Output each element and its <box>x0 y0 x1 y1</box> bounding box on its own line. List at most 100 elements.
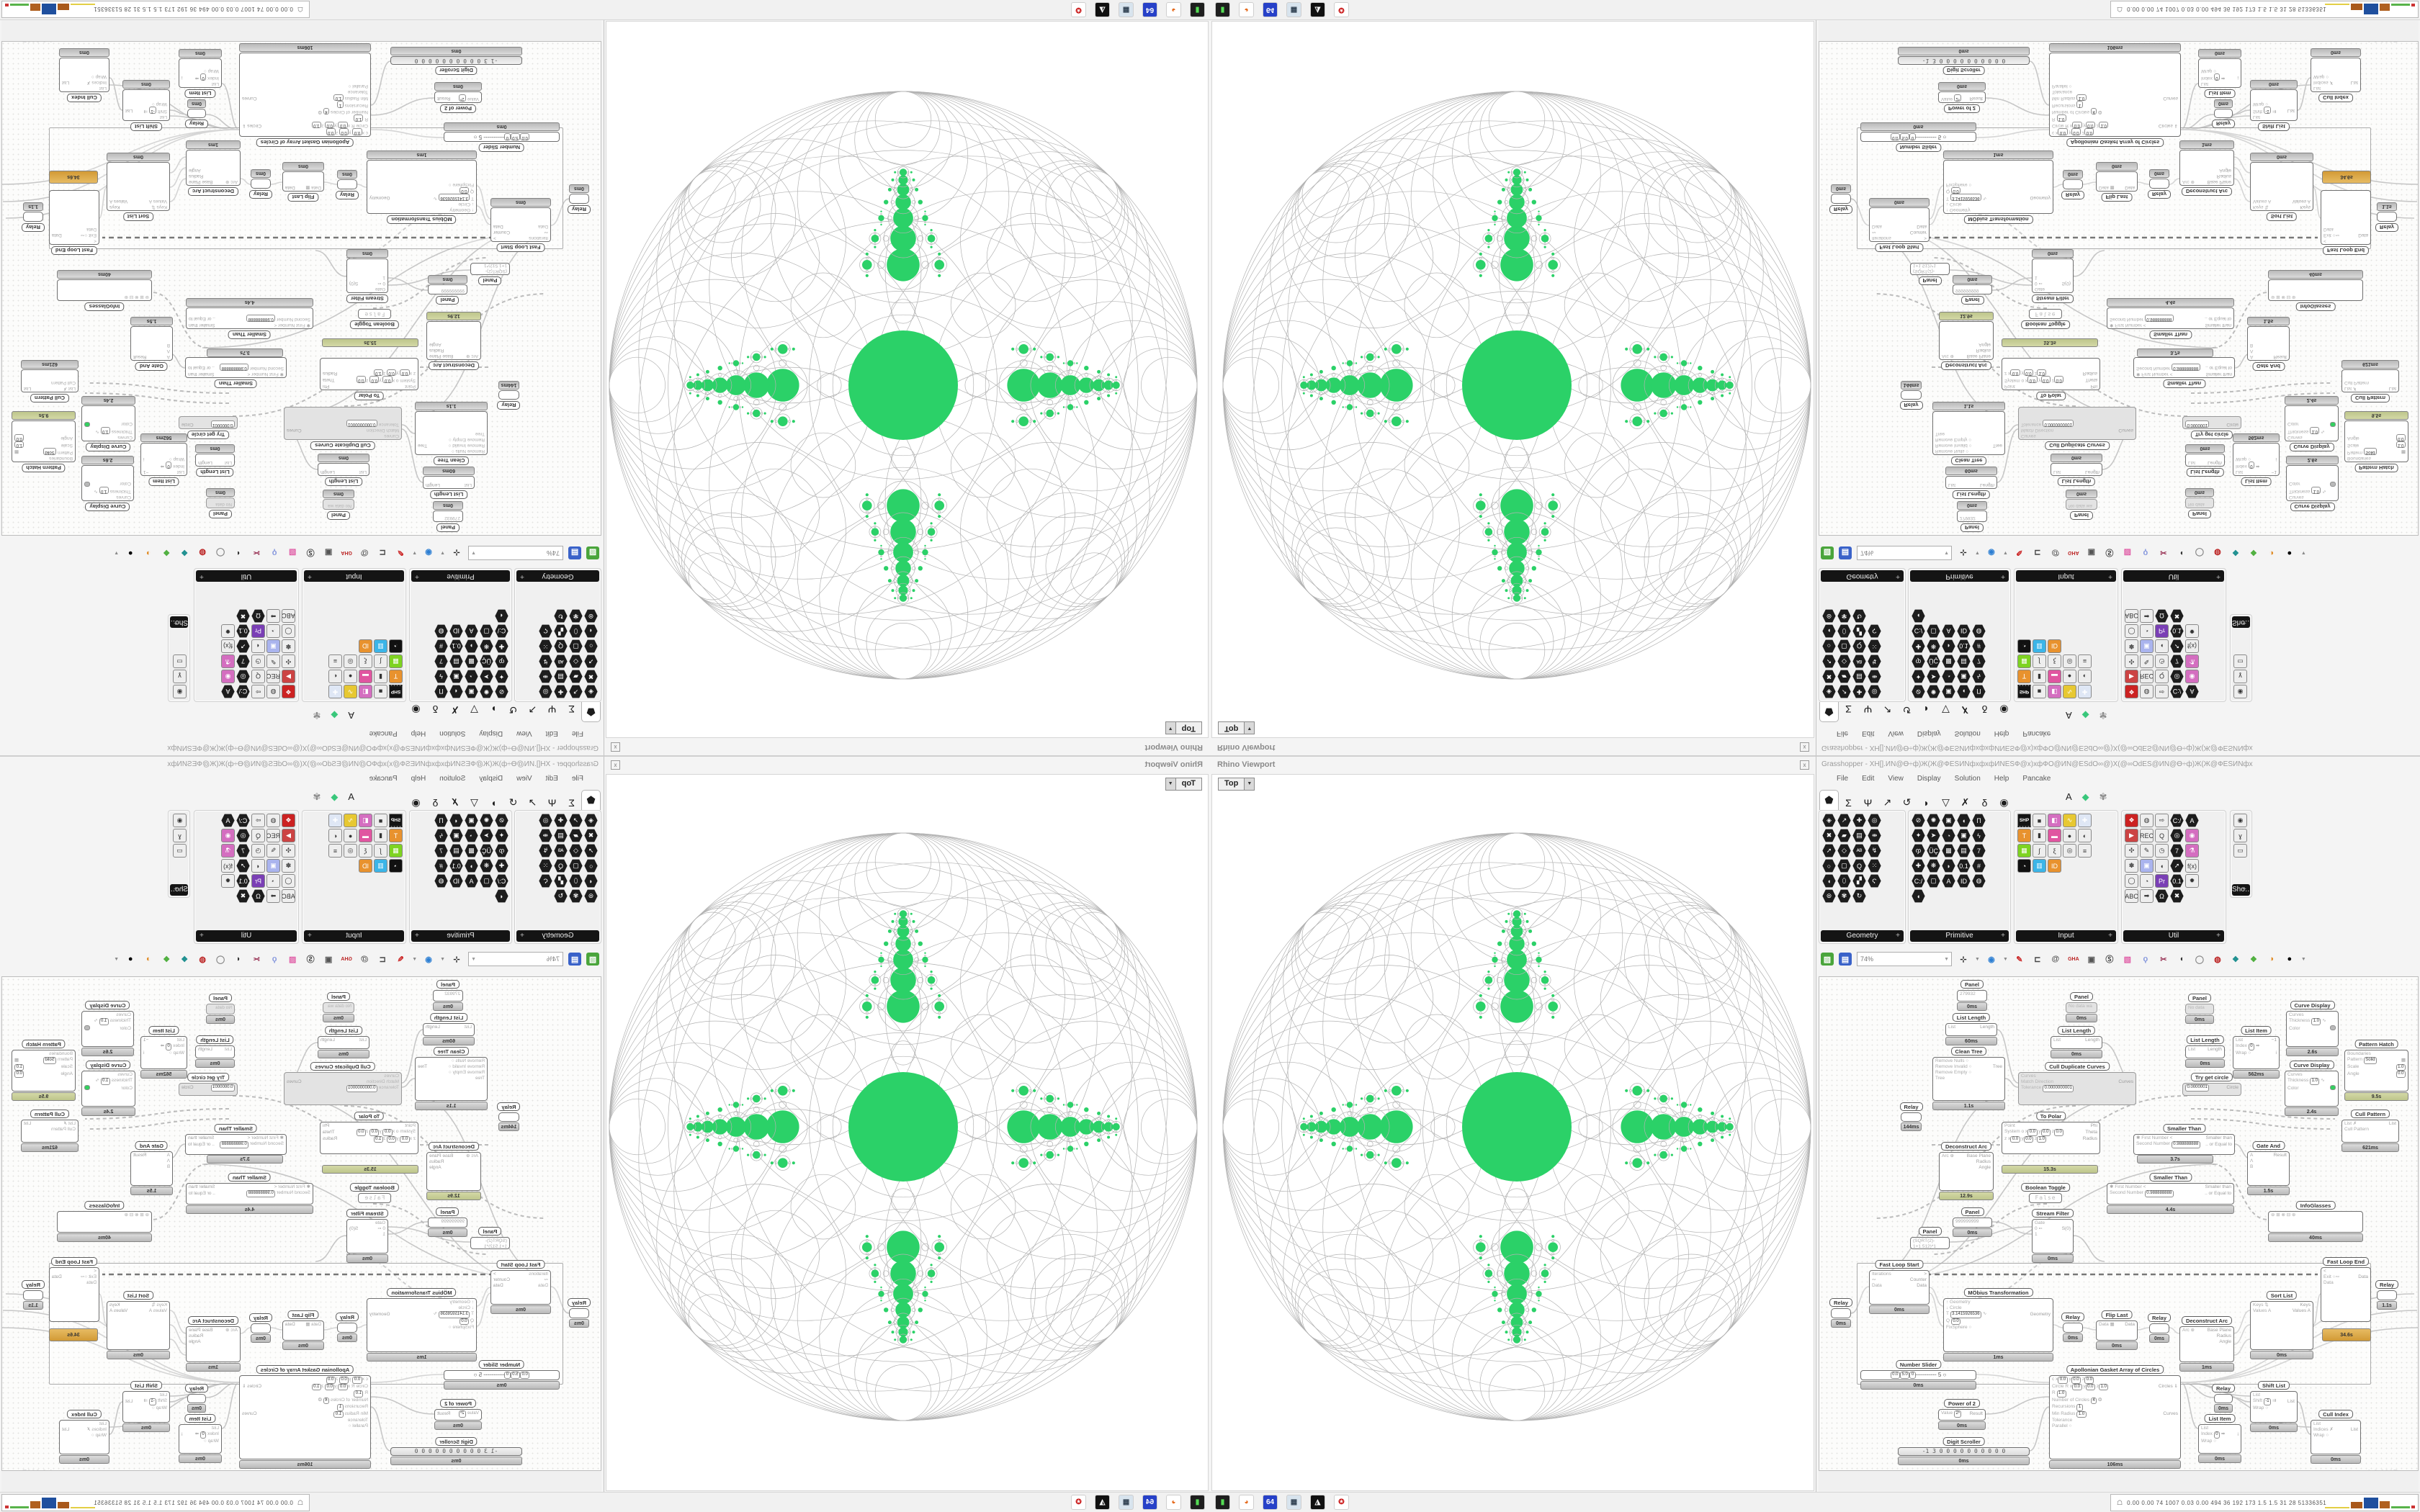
component-icon[interactable]: ID <box>1957 624 1971 638</box>
tab-transform[interactable]: δ <box>432 797 439 809</box>
component-icon[interactable]: ▢ <box>1927 624 1940 638</box>
component-icon[interactable]: ➚ <box>1822 844 1836 858</box>
close-icon[interactable]: x <box>1800 742 1809 752</box>
cylinder-white-icon[interactable]: ◯ <box>2195 955 2205 964</box>
gha-badge-icon[interactable]: GHA <box>341 550 352 556</box>
component-icon[interactable]: ◯ <box>2125 624 2138 638</box>
component-icon[interactable]: ID <box>359 639 372 653</box>
component-icon[interactable]: ↗ <box>569 685 583 698</box>
component-icon[interactable]: ▦ <box>389 844 403 858</box>
gh-node-list-length-1[interactable]: List Length <box>423 1023 475 1036</box>
cylinder-red-icon[interactable]: ◍ <box>199 548 206 557</box>
tab-display[interactable]: ◉ <box>411 704 421 716</box>
gh-node-panel-1[interactable]: 279932 <box>1957 990 1987 1002</box>
component-icon[interactable]: ▤ <box>1852 670 1866 683</box>
tab-flower[interactable]: ✾ <box>313 710 321 721</box>
component-icon[interactable]: Π <box>434 685 448 698</box>
gh-node-cull-duplicate-curves[interactable]: Curves Match Direction Curves Tolerance 0.0… <box>2018 407 2136 440</box>
component-icon[interactable]: ◖ <box>449 685 463 698</box>
gh-node-sort-list[interactable]: Keys ⇅ Keys Values A Values A <box>107 162 170 211</box>
component-icon[interactable]: ◖ <box>1957 685 1971 698</box>
gh-node-list-length-3[interactable]: List Length <box>2185 1045 2225 1058</box>
commodore64-icon[interactable]: 64 <box>1263 1495 1278 1510</box>
component-icon[interactable]: ➚ <box>2170 639 2184 653</box>
component-icon[interactable]: ▥ <box>374 859 387 873</box>
component-icon[interactable]: ◎ <box>1868 814 1881 827</box>
gh-node-info-glasses[interactable]: ⊜ ⊞ ⊗ ⊟ ⊛ <box>2268 1211 2363 1233</box>
gh-node-relay-1[interactable] <box>337 179 357 189</box>
terminal-icon[interactable]: ▮ <box>1190 1495 1205 1510</box>
gh-node-deconstruct-arc-2[interactable]: Arc ⊕ Base Plane Radius Angle <box>186 150 241 186</box>
gh-node-stream-filter[interactable]: Gate 0 ➳ S(0) 1 <box>2032 258 2074 293</box>
component-icon[interactable]: Ϛ <box>1868 874 1881 888</box>
component-icon[interactable]: ⇨ <box>251 814 265 827</box>
gh-node-fast-loop-start[interactable]: Iterations > ∾ Counter Data Data <box>1869 207 1930 242</box>
component-icon[interactable]: Ϛ <box>1868 624 1881 638</box>
component-icon[interactable]: ჶ <box>1912 844 1925 858</box>
palette-label[interactable]: Input + <box>2016 570 2116 582</box>
grasshopper-canvas[interactable]: Panel 279932 0ms List Length List Length 60ms C… <box>1819 976 2419 1471</box>
gh-node-deconstruct-arc-2[interactable]: Arc ⊕ Base Plane Radius Angle <box>186 1326 241 1362</box>
gh-node-clean-tree[interactable]: Remove Nulls ○ Remove Invalid ○ Tree Remove… <box>415 411 488 455</box>
component-icon[interactable]: ⊘ <box>1912 814 1925 827</box>
menu-item-edit[interactable]: Edit <box>1862 729 1875 737</box>
gh-node-curve-display-1[interactable]: Curves Thickness 1.0 ∿ Color <box>2286 465 2339 501</box>
gh-node-panel-5[interactable]: (SQRT(2)- 1+1.512)*1 <box>470 1237 510 1249</box>
component-icon[interactable]: ᴬᴮ <box>1852 654 1866 668</box>
component-icon[interactable]: REC <box>266 670 280 683</box>
gh-node-deconstruct-arc-1[interactable]: Arc ⊕ Base Plane Radius Angle <box>426 1152 481 1191</box>
ball-orange-icon[interactable]: ◑ <box>145 955 151 963</box>
component-icon[interactable]: ɣ <box>2233 670 2247 683</box>
gh-node-relay-1[interactable] <box>2063 179 2083 189</box>
component-icon[interactable]: ▥ <box>2033 859 2046 873</box>
gha-badge-icon[interactable]: GHA <box>2068 956 2079 962</box>
component-icon[interactable]: ◈ <box>584 685 598 698</box>
component-icon[interactable]: 0.1 <box>2170 874 2184 888</box>
gh-node-list-length-3[interactable]: List Length <box>2185 454 2225 467</box>
bulb-icon[interactable]: ϙ <box>272 955 277 963</box>
component-icon[interactable]: ✽ <box>282 859 295 873</box>
component-icon[interactable]: ⇻ <box>539 670 552 683</box>
view-tab-label[interactable]: Top <box>1218 778 1245 791</box>
gh-node-number-slider[interactable]: 0.0 5.0 0 ┄┄┄┄┄┄ 5 ○ <box>444 132 560 142</box>
gh-node-number-slider[interactable]: 0.0 5.0 0 ┄┄┄┄┄┄ 5 ○ <box>1860 1370 1976 1380</box>
component-icon[interactable]: ▣ <box>465 814 478 827</box>
component-icon[interactable]: ❋ <box>480 859 493 873</box>
tab-intersect[interactable]: ✗ <box>450 704 460 716</box>
component-icon[interactable]: ◎ <box>2063 844 2076 858</box>
component-icon[interactable]: ϟ <box>434 829 448 842</box>
tab-sets[interactable]: Ψ <box>1863 797 1873 809</box>
gh-node-cull-pattern[interactable]: List ✗ List Cull Pattern <box>2341 369 2399 392</box>
component-icon[interactable]: SHP <box>389 814 403 827</box>
component-icon[interactable]: ∿ <box>344 685 357 698</box>
component-icon[interactable]: ∫ <box>374 654 387 668</box>
gh-node-boolean-toggle[interactable]: False <box>2029 309 2062 319</box>
gh-node-panel-2[interactable]: No data wa <box>2066 1002 2097 1013</box>
palette-label[interactable]: Primitive + <box>1910 930 2009 942</box>
component-icon[interactable]: f(x) <box>221 639 235 653</box>
component-icon[interactable]: ↻ <box>1852 889 1866 903</box>
component-icon[interactable]: ◖ <box>1822 874 1836 888</box>
tab-mesh[interactable]: ▽ <box>1942 796 1950 808</box>
gh-node-pattern-hatch[interactable]: Boundaries Pattern Solid ▦ Scale 1.0 Angle 0.0 <box>12 420 76 462</box>
component-icon[interactable]: ◖ <box>1912 889 1925 903</box>
component-icon[interactable]: ▢ <box>569 859 583 873</box>
component-icon[interactable]: C:/ <box>2170 814 2184 827</box>
component-icon[interactable]: ▬ <box>2048 670 2061 683</box>
sketch-pen-icon[interactable]: ✎ <box>2016 955 2023 964</box>
gh-node-power-of-2[interactable]: Value 2ⁿ Result <box>434 91 482 103</box>
component-icon[interactable]: 0.1 <box>2170 624 2184 638</box>
component-icon[interactable]: ⊜ <box>1822 889 1836 903</box>
component-icon[interactable]: C:/ <box>495 624 508 638</box>
gh-node-cull-pattern[interactable]: List ✗ List Cull Pattern <box>21 369 79 392</box>
component-icon[interactable]: ϟ <box>434 670 448 683</box>
tab-curve[interactable]: ↺ <box>508 704 518 716</box>
gh-node-panel-5[interactable]: (SQRT(2)- 1+1.512)*1 <box>1910 263 1950 275</box>
component-icon[interactable]: ◔ <box>1942 829 1955 842</box>
tab-mesh[interactable]: ▽ <box>470 796 478 808</box>
gh-node-relay-3[interactable] <box>23 1290 43 1300</box>
palette-expand-icon[interactable]: + <box>1896 932 1900 940</box>
gh-node-number-slider[interactable]: 0.0 5.0 0 ┄┄┄┄┄┄ 5 ○ <box>1860 132 1976 142</box>
